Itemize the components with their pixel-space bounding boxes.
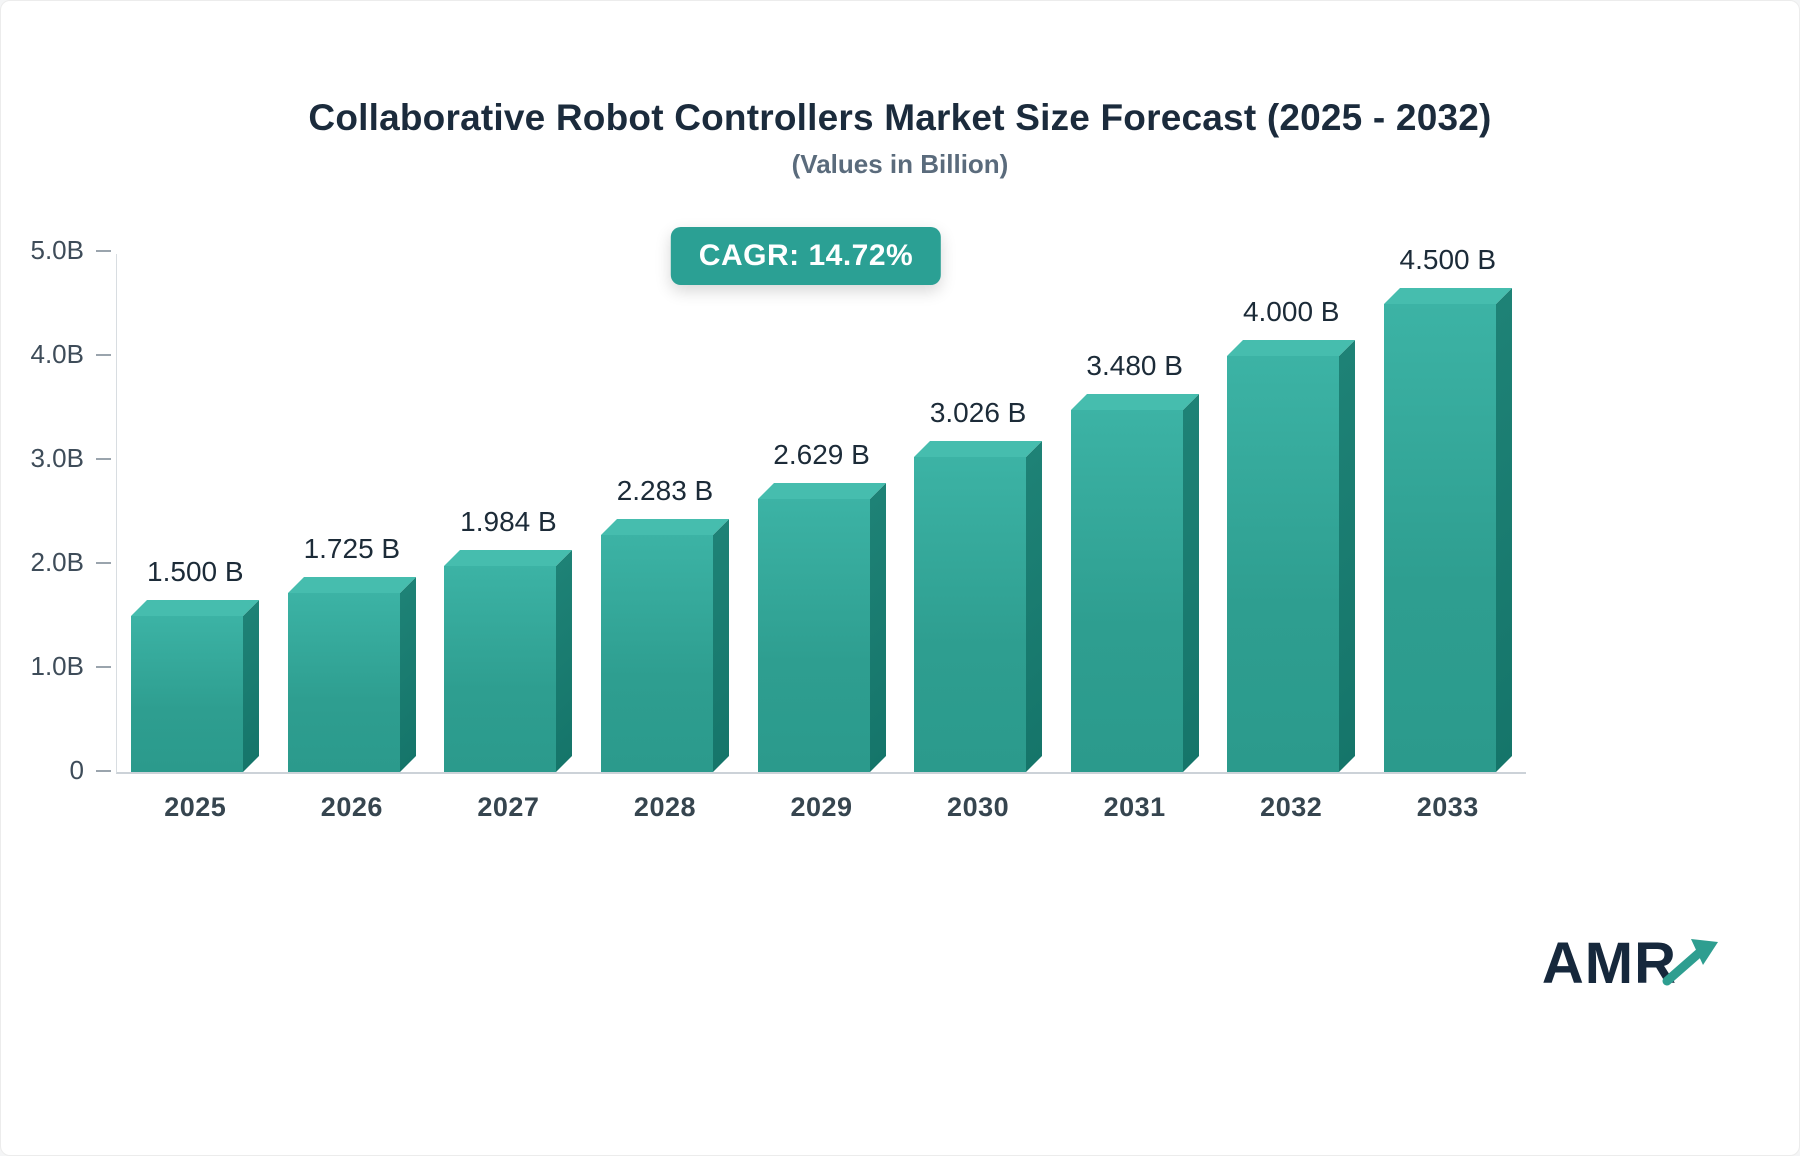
x-axis: 2025 2026 2027 2028 2029 2030 2031 2032 2033 [117, 792, 1526, 823]
bar-value-label: 1.984 B [460, 506, 557, 537]
brand-logo-text: AMR [1541, 931, 1677, 996]
bar-front-face [757, 499, 870, 772]
y-tick-label: 2.0B [30, 547, 85, 577]
x-tick-label: 2026 [320, 792, 383, 822]
bar-front-face [131, 616, 244, 772]
bar-top-face [444, 550, 573, 566]
y-tick-2.0B: 2.0B [30, 547, 111, 578]
y-tick-label: 0 [69, 755, 84, 785]
bar-side-face [399, 577, 416, 772]
y-tick-1.0B: 1.0B [30, 651, 111, 682]
x-tick-label: 2030 [947, 792, 1010, 822]
bar-group: 2.283 B [587, 254, 744, 772]
bar-side-face [1182, 394, 1199, 772]
bar-group: 3.480 B [1056, 254, 1213, 772]
chart-subtitle: (Values in Billion) [791, 149, 1009, 179]
cagr-badge-label: CAGR: 14.72% [698, 239, 914, 272]
bar-top-face [600, 519, 729, 535]
bar-group: 1.725 B [274, 254, 431, 772]
bar-side-face [712, 519, 729, 772]
y-tick-mark [96, 561, 111, 564]
bar-side-face [556, 550, 573, 772]
bar-2031 [1070, 394, 1199, 772]
y-axis: 0 1.0B 2.0B 3.0B 4.0B 5.0B [5, 235, 117, 785]
bar-top-face [131, 600, 260, 616]
y-tick-4.0B: 4.0B [30, 339, 111, 370]
bar-2033 [1383, 288, 1512, 772]
x-tick-label: 2033 [1416, 792, 1479, 822]
bar-front-face [1383, 304, 1496, 772]
bar-value-label: 3.026 B [929, 397, 1027, 428]
bar-top-face [287, 577, 416, 593]
bar-value-label: 4.500 B [1399, 244, 1497, 275]
y-tick-label: 3.0B [30, 443, 85, 473]
y-tick-mark [96, 249, 111, 252]
bar-2027 [444, 550, 573, 772]
bar-side-face [1495, 288, 1512, 772]
bar-2029 [757, 483, 886, 772]
bar-value-label: 4.000 B [1242, 296, 1340, 327]
y-tick-3.0B: 3.0B [30, 443, 111, 474]
y-tick-mark [96, 665, 111, 668]
bar-top-face [1070, 394, 1199, 410]
bar-2025 [131, 600, 260, 772]
bar-group: 1.984 B [430, 254, 587, 772]
y-tick-mark [96, 457, 111, 460]
y-tick-mark [96, 353, 111, 356]
y-tick-0: 0 [70, 755, 111, 786]
x-tick-label: 2028 [633, 792, 696, 822]
bars-row: 1.500 B 1.725 B 1.984 B 2.283 B 2.629 B 3.026… [117, 244, 1527, 772]
bar-side-face [869, 483, 886, 772]
bar-group: 3.026 B [900, 254, 1057, 772]
bar-side-face [243, 600, 260, 772]
bar-value-label: 3.480 B [1086, 350, 1183, 381]
y-tick-label: 5.0B [30, 235, 85, 265]
bar-group: 4.500 B [1370, 244, 1527, 772]
bar-group: 1.500 B [117, 254, 274, 772]
x-tick-label: 2027 [477, 792, 540, 822]
chart-title: Collaborative Robot Controllers Market S… [308, 97, 1492, 138]
y-tick-5.0B: 5.0B [30, 235, 111, 266]
bar-2028 [600, 519, 729, 772]
bar-side-face [1026, 441, 1043, 772]
bar-top-face [1227, 340, 1356, 356]
bar-value-label: 2.629 B [773, 439, 870, 470]
bar-top-face [914, 441, 1043, 457]
y-tick-label: 4.0B [30, 339, 85, 369]
x-tick-label: 2032 [1260, 792, 1323, 822]
x-tick-label: 2029 [790, 792, 853, 822]
bar-side-face [1339, 340, 1356, 772]
bar-2026 [287, 577, 416, 772]
bar-front-face [444, 566, 557, 772]
y-tick-label: 1.0B [30, 651, 85, 681]
bar-front-face [1227, 356, 1340, 772]
bar-front-face [1070, 410, 1183, 772]
bar-2030 [914, 441, 1043, 772]
bar-value-label: 1.725 B [303, 533, 401, 564]
bar-front-face [914, 457, 1027, 772]
bar-2032 [1227, 340, 1356, 772]
cagr-badge: CAGR: 14.72% [670, 227, 942, 285]
x-tick-label: 2031 [1103, 792, 1166, 822]
bar-group: 2.629 B [743, 254, 900, 772]
plot-area: 0 1.0B 2.0B 3.0B 4.0B 5.0B 1.500 B 1.725 B 1.98… [31, 235, 1527, 822]
brand-logo: AMR [1542, 930, 1721, 997]
bar-top-face [757, 483, 886, 499]
x-tick-label: 2025 [164, 792, 227, 822]
bar-top-face [1383, 288, 1512, 304]
bar-front-face [287, 593, 400, 772]
bar-group: 4.000 B [1213, 254, 1370, 772]
y-tick-mark [96, 769, 111, 772]
bar-value-label: 2.283 B [616, 475, 714, 506]
bar-value-label: 1.500 B [147, 556, 244, 587]
bar-front-face [600, 535, 713, 772]
logo-arrow-icon [1662, 938, 1718, 985]
